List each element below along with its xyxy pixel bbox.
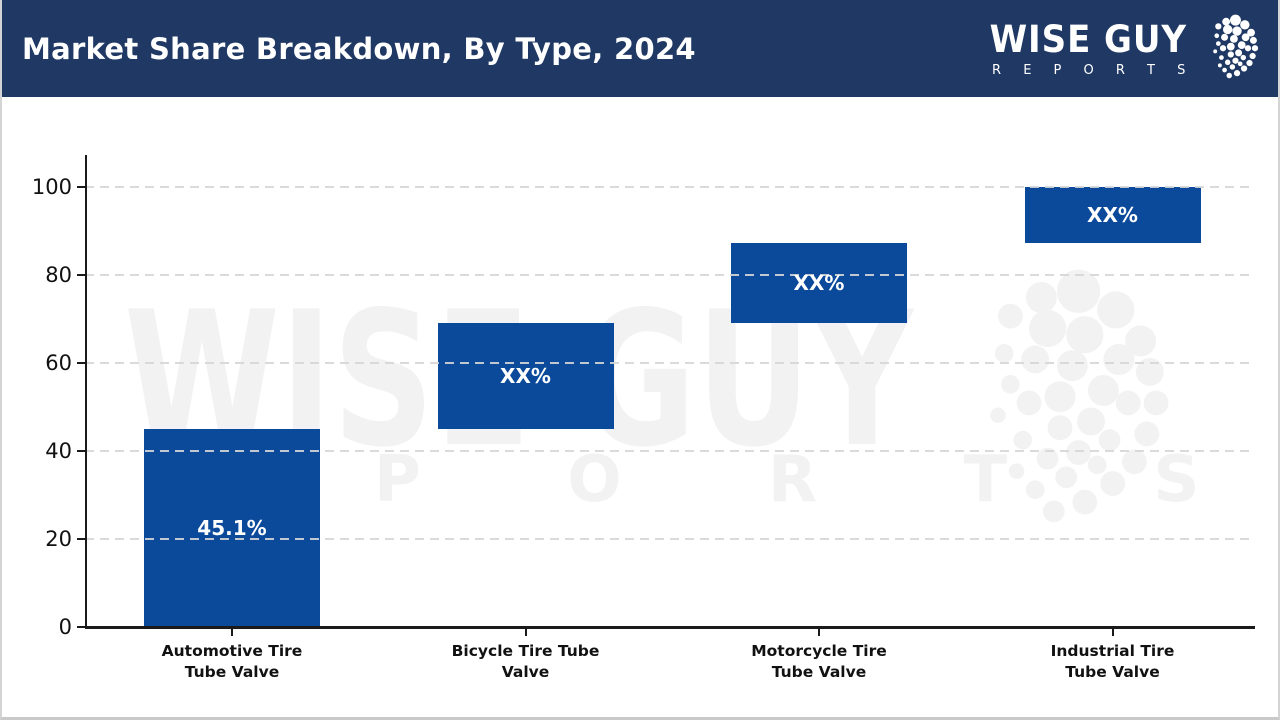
y-tick-mark (77, 274, 85, 276)
bar-value-label: XX% (793, 271, 845, 296)
y-axis-line (85, 155, 87, 629)
x-tick-mark (231, 627, 233, 636)
y-tick-label: 40 (45, 439, 72, 463)
x-category-label-line: Tube Valve (184, 663, 280, 681)
y-tick-label: 80 (45, 263, 72, 287)
gridline (85, 450, 1255, 452)
y-tick-mark (77, 450, 85, 452)
x-category-label: Automotive Tire Tube Valve (101, 641, 363, 683)
bar-value-label: XX% (1087, 203, 1138, 228)
wise-guy-reports-logo: WISE GUY R E P O R T S (981, 6, 1262, 92)
logo-subtitle: R E P O R T S (992, 62, 1195, 78)
x-category-label-line: Tube Valve (771, 663, 867, 681)
x-axis-line (85, 626, 1255, 629)
header-bar: Market Share Breakdown, By Type, 2024 WI… (2, 0, 1278, 97)
gridline (85, 186, 1255, 188)
y-tick-label: 100 (31, 175, 72, 199)
bar-segment (144, 428, 320, 627)
x-tick-mark (524, 627, 527, 636)
x-category-label: Motorcycle Tire Tube Valve (688, 641, 950, 683)
logo-wordmark: WISE GUY (989, 17, 1188, 61)
gridline (85, 538, 1255, 540)
x-category-label-line: Valve (501, 663, 550, 681)
y-tick-label: 60 (45, 351, 72, 375)
x-category-label-line: Bicycle Tire Tube (451, 642, 600, 660)
gridline (85, 362, 1255, 364)
y-tick-label: 0 (58, 615, 72, 639)
x-category-label: Industrial Tire Tube Valve (982, 641, 1244, 683)
x-tick-mark (818, 627, 820, 636)
y-tick-mark (77, 538, 85, 540)
bar-segment (1024, 187, 1201, 244)
watermark-face-icon (990, 269, 1169, 523)
bar-value-label: 45.1% (197, 515, 267, 540)
y-tick-mark (77, 626, 85, 628)
page-title: Market Share Breakdown, By Type, 2024 (22, 31, 696, 66)
x-category-label-line: Tube Valve (1065, 663, 1160, 681)
gridline (85, 274, 1255, 276)
dotted-face-icon (1213, 14, 1259, 78)
y-tick-label: 20 (45, 527, 72, 551)
bar-segment (437, 323, 614, 429)
x-tick-mark (1111, 627, 1114, 636)
bar-segment (731, 243, 907, 324)
y-tick-mark (77, 362, 85, 364)
x-category-label-line: Automotive Tire (161, 642, 303, 660)
x-category-label: Bicycle Tire Tube Valve (395, 641, 657, 683)
y-tick-mark (77, 186, 85, 188)
bar-value-label: XX% (500, 363, 551, 388)
x-category-label-line: Industrial Tire (1050, 642, 1175, 660)
x-category-label-line: Motorcycle Tire (751, 642, 887, 660)
